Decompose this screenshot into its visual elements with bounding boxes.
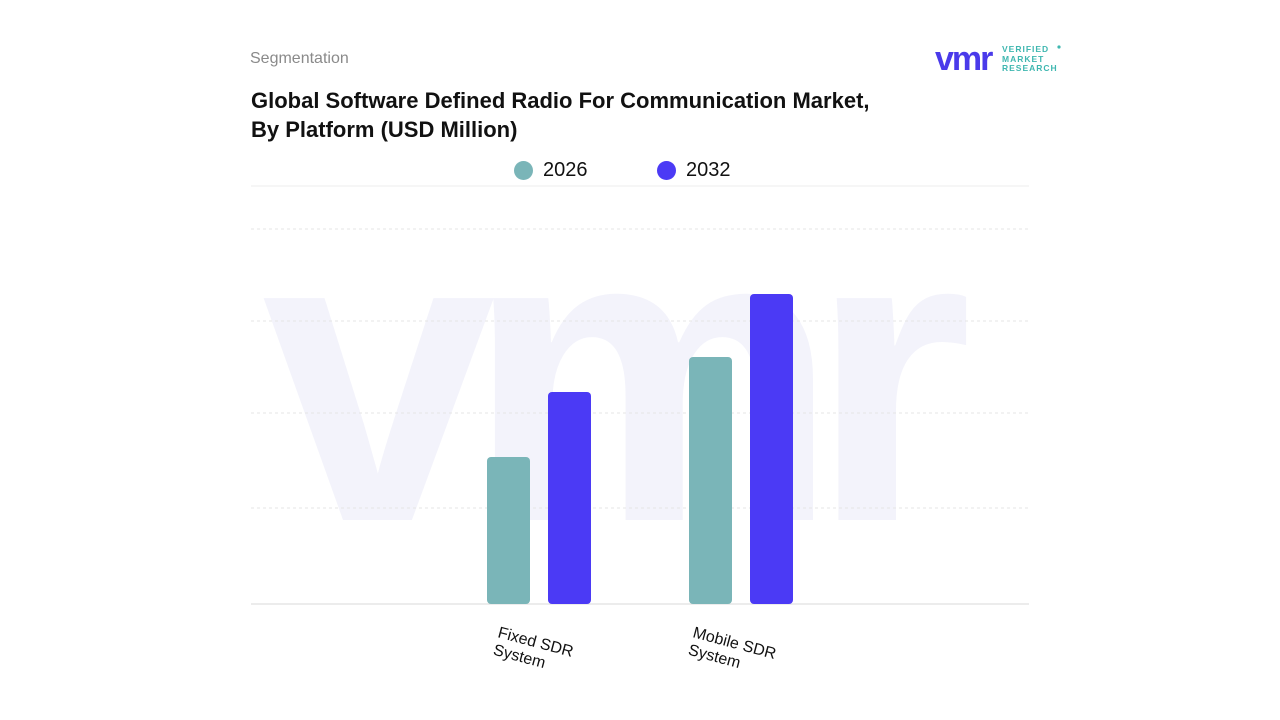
chart-grid bbox=[251, 185, 1029, 605]
registered-mark-icon bbox=[1057, 45, 1061, 49]
logo-wordmark: VERIFIED MARKET RESEARCH bbox=[1002, 44, 1058, 74]
chart-title-line-2: By Platform (USD Million) bbox=[251, 117, 518, 142]
logo-word-3: RESEARCH bbox=[1002, 63, 1058, 73]
x-tick-label-1: Mobile SDRSystem bbox=[686, 624, 778, 680]
legend-item-2032: 2032 bbox=[657, 158, 731, 182]
chart-x-labels: Fixed SDRSystem Mobile SDRSystem bbox=[491, 624, 778, 680]
legend-label-2026: 2026 bbox=[543, 158, 588, 181]
logo-word-1: VERIFIED bbox=[1002, 44, 1050, 54]
vmr-watermark: vmr bbox=[262, 141, 997, 610]
legend-label-2032: 2032 bbox=[686, 158, 731, 181]
chart-bars bbox=[487, 294, 793, 604]
logo-mark-text: vmr bbox=[935, 44, 993, 78]
logo-word-2: MARKET bbox=[1002, 53, 1045, 64]
chart-title-line-1: Global Software Defined Radio For Commun… bbox=[251, 88, 870, 113]
bar-2026-1 bbox=[689, 357, 732, 604]
legend-swatch-2026 bbox=[514, 160, 533, 180]
bar-2032-0 bbox=[548, 392, 591, 604]
section-label: Segmentation bbox=[250, 50, 349, 67]
legend-item-2026: 2026 bbox=[514, 158, 588, 182]
bar-2032-1 bbox=[750, 294, 793, 604]
chart-title: Global Software Defined Radio For Commun… bbox=[251, 86, 971, 144]
legend-swatch-2032 bbox=[657, 160, 676, 180]
watermark-text: vmr bbox=[262, 141, 967, 610]
verified-market-research-logo: vmr bbox=[935, 44, 1061, 78]
x-tick-label-0: Fixed SDRSystem bbox=[491, 624, 575, 678]
bar-2026-0 bbox=[487, 457, 530, 604]
